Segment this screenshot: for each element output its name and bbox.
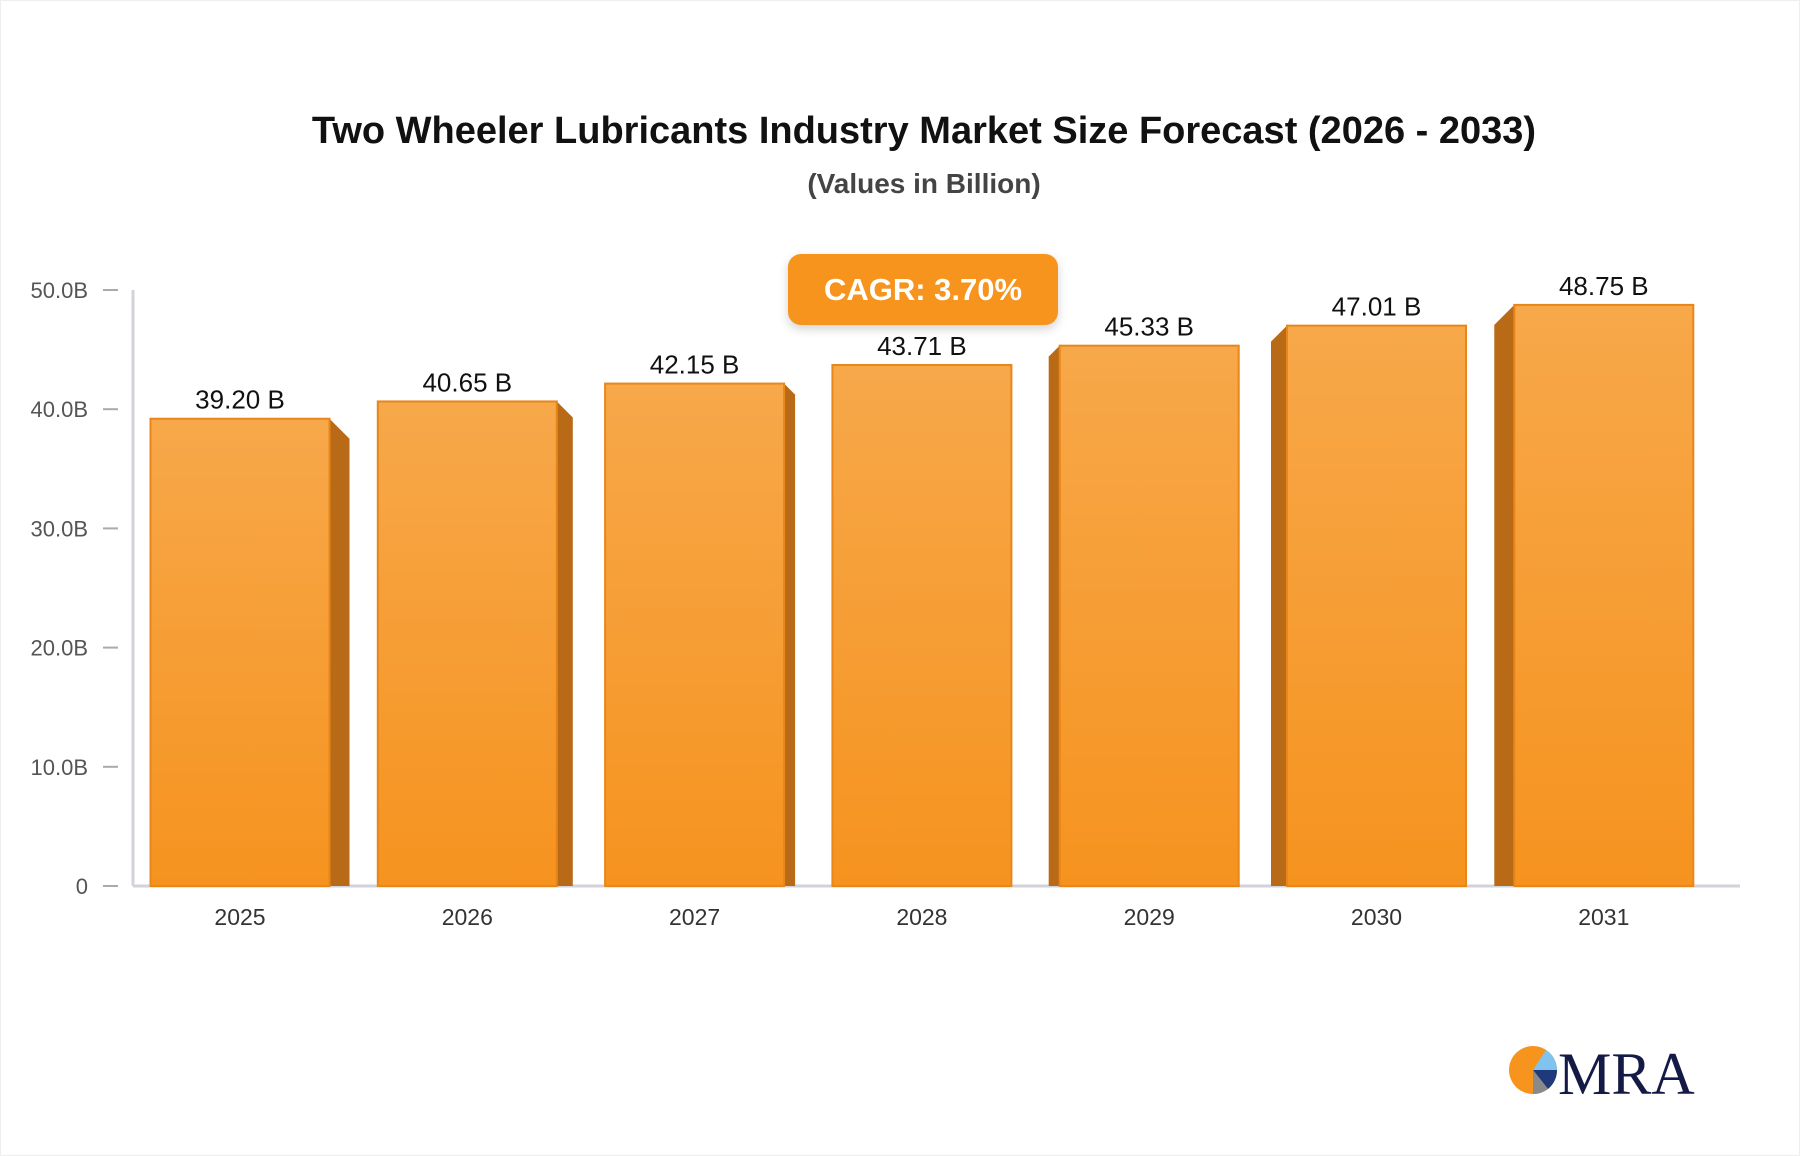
y-tick-label: 10.0B <box>31 755 89 780</box>
x-tick-label: 2026 <box>442 904 493 930</box>
y-tick-label: 50.0B <box>31 278 89 303</box>
y-tick-label: 30.0B <box>31 516 89 541</box>
x-tick-label: 2025 <box>214 904 265 930</box>
bar-side <box>556 401 573 886</box>
bar-2028 <box>831 363 1013 887</box>
data-label: 43.71 B <box>877 331 967 361</box>
cagr-badge: CAGR: 3.70% <box>788 254 1058 325</box>
bar-side <box>1271 325 1287 886</box>
data-label: 47.01 B <box>1332 292 1422 322</box>
bar-side <box>1048 345 1060 887</box>
x-tick-label: 2028 <box>896 904 947 930</box>
bar-2029 <box>1058 344 1240 888</box>
y-tick-label: 20.0B <box>31 636 89 661</box>
y-tick-label: 40.0B <box>31 397 89 422</box>
data-label: 39.20 B <box>195 385 285 415</box>
data-label: 45.33 B <box>1104 312 1194 342</box>
bar-side <box>329 418 350 886</box>
data-label: 40.65 B <box>422 367 512 397</box>
bar-2026 <box>376 400 558 887</box>
mra-logo: MRA <box>1509 1041 1695 1100</box>
chart-subtitle: (Values in Billion) <box>807 168 1041 199</box>
x-tick-label: 2029 <box>1124 904 1175 930</box>
data-label: 42.15 B <box>650 350 740 380</box>
bar-2030 <box>1286 324 1467 887</box>
y-tick-label: 0 <box>76 874 88 899</box>
data-label: 48.75 B <box>1559 271 1649 301</box>
x-tick-label: 2030 <box>1351 904 1402 930</box>
bar-2027 <box>604 382 786 887</box>
bar-2025 <box>149 417 331 887</box>
x-tick-label: 2031 <box>1578 904 1629 930</box>
bar-side <box>1494 304 1515 886</box>
bar-side <box>784 383 796 886</box>
chart-title: Two Wheeler Lubricants Industry Market S… <box>311 110 1537 152</box>
logo-text: MRA <box>1558 1041 1695 1100</box>
x-tick-label: 2027 <box>669 904 720 930</box>
bar-2031 <box>1513 303 1695 887</box>
